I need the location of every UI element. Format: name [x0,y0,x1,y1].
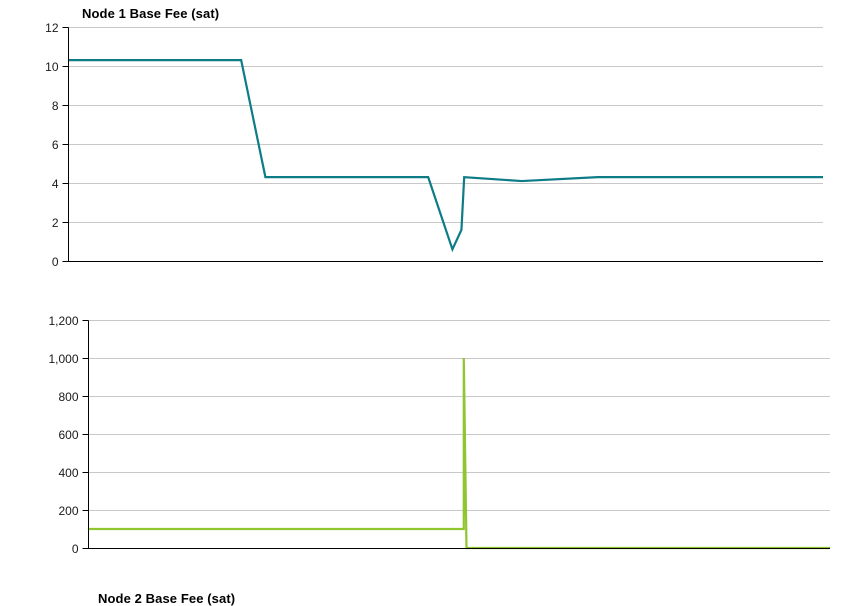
chart-title-node-2: Node 2 Base Fee (sat) [98,591,236,606]
series-line-1 [88,357,830,550]
y-tick-label: 12 [45,21,59,35]
chart-svg-node-1: 02468101211/18/202411/20/202411/22/20241… [45,21,823,269]
y-tick-label: 0 [72,542,79,556]
chart-panel-node-2: Node 2 Base Fee (sat) 0 200 400 600 800 1,000… [0,292,860,606]
y-tick-label: 0 [52,255,59,269]
chart-title-node-1: Node 1 Base Fee (sat) [82,6,220,21]
y-tick-label: 6 [52,138,59,152]
y-tick-label: 8 [52,99,59,113]
y-tick-label: 1,200 [48,314,78,328]
series-line-1 [68,59,823,253]
chart-panel-node-1: Node 1 Base Fee (sat) 02468101211/18/202… [0,0,860,292]
y-tick-label: 1,000 [48,352,78,366]
y-tick-label: 800 [58,390,78,404]
chart-svg-node-2: 02004006008001,0001,20011/18/202411/20/2… [48,314,830,556]
y-tick-label: 4 [52,177,59,191]
y-tick-label: 600 [58,428,78,442]
y-tick-label: 2 [52,216,59,230]
y-tick-label: 200 [58,504,78,518]
y-tick-label: 10 [45,60,59,74]
y-tick-label: 400 [58,466,78,480]
